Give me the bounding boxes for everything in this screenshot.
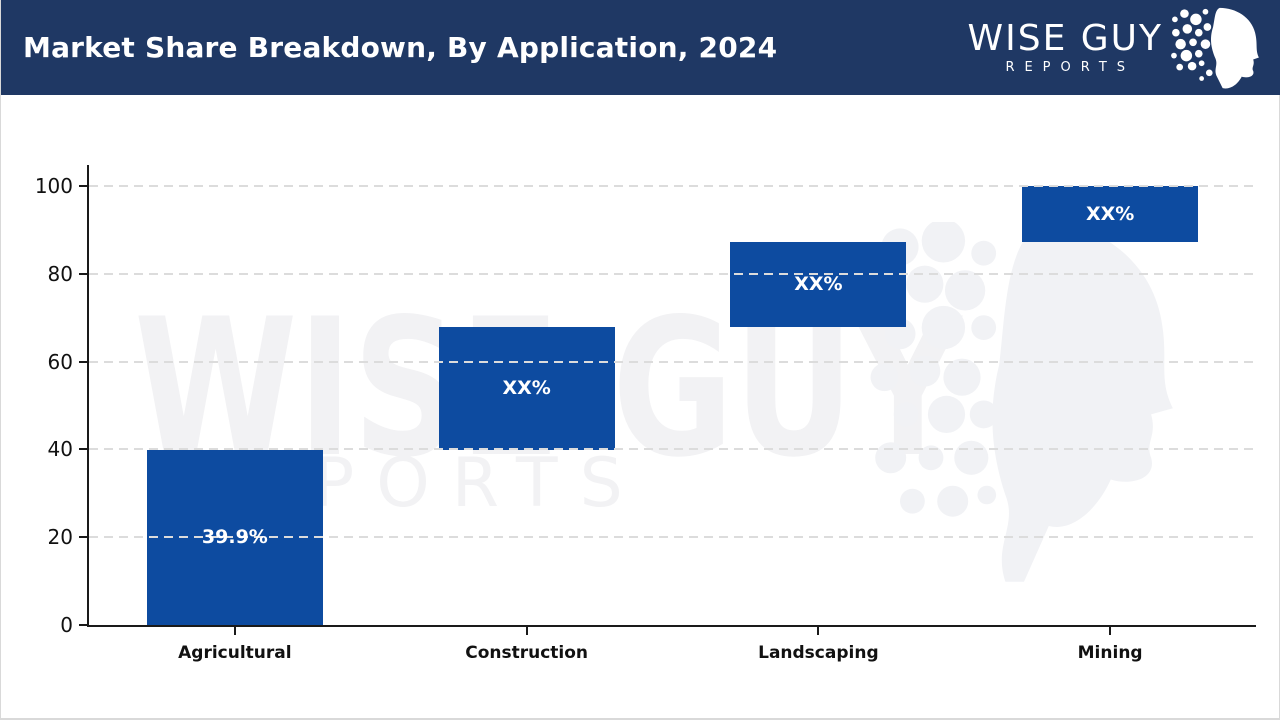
x-tick-mark [1109, 627, 1112, 635]
x-tick-label-landscaping: Landscaping [758, 643, 879, 663]
logo-wordmark: WISE GUY REPORTS [968, 19, 1164, 77]
y-tick-label: 80 [47, 261, 73, 286]
y-tick-label: 0 [60, 613, 73, 637]
y-tick-label: 60 [47, 349, 73, 374]
logo-wordmark-line1: WISE GUY [967, 18, 1163, 59]
x-tick-mark [817, 627, 820, 635]
gridline-60 [89, 360, 1256, 363]
x-tick-mark [233, 627, 236, 635]
bar-landscaping [730, 241, 907, 327]
logo-wordmark-line2: REPORTS [1005, 60, 1136, 75]
watermark-head-icon [870, 222, 1173, 582]
y-tick-label: 20 [47, 525, 73, 550]
bar-label-construction: XX% [502, 377, 551, 400]
page-title: Market Share Breakdown, By Application, … [23, 31, 778, 64]
header-bar: Market Share Breakdown, By Application, … [1, 0, 1280, 95]
bar-label-agricultural: 39.9% [201, 526, 268, 549]
y-tick-mark [79, 624, 87, 626]
bar-construction [438, 326, 615, 450]
y-tick-label: 100 [34, 174, 73, 199]
gridline-20 [89, 536, 1256, 539]
y-axis-line [87, 165, 89, 627]
plot-area: 0 20 40 60 80 100 39.9% Agricultural XX% Construc… [35, 165, 1256, 663]
y-tick-mark [79, 448, 87, 451]
x-axis-line [87, 625, 1256, 627]
x-tick-label-construction: Construction [465, 643, 589, 663]
bar-label-mining: XX% [1085, 202, 1135, 225]
bar-label-landscaping: XX% [794, 273, 843, 296]
y-tick-mark [79, 272, 87, 275]
y-tick-mark [79, 360, 87, 363]
x-tick-mark [525, 627, 528, 635]
y-tick-label: 40 [47, 437, 73, 462]
gridline-100 [89, 185, 1256, 188]
x-tick-label-mining: Mining [1077, 643, 1143, 663]
bar-mining [1022, 186, 1199, 242]
y-tick-mark [79, 536, 87, 539]
y-tick-mark [79, 185, 87, 188]
x-tick-label-agricultural: Agricultural [178, 643, 292, 663]
head-dots-icon [1171, 7, 1259, 89]
gridline-40 [89, 448, 1256, 451]
wise-guy-logo: WISE GUY REPORTS [968, 6, 1264, 90]
gridline-80 [89, 272, 1256, 275]
